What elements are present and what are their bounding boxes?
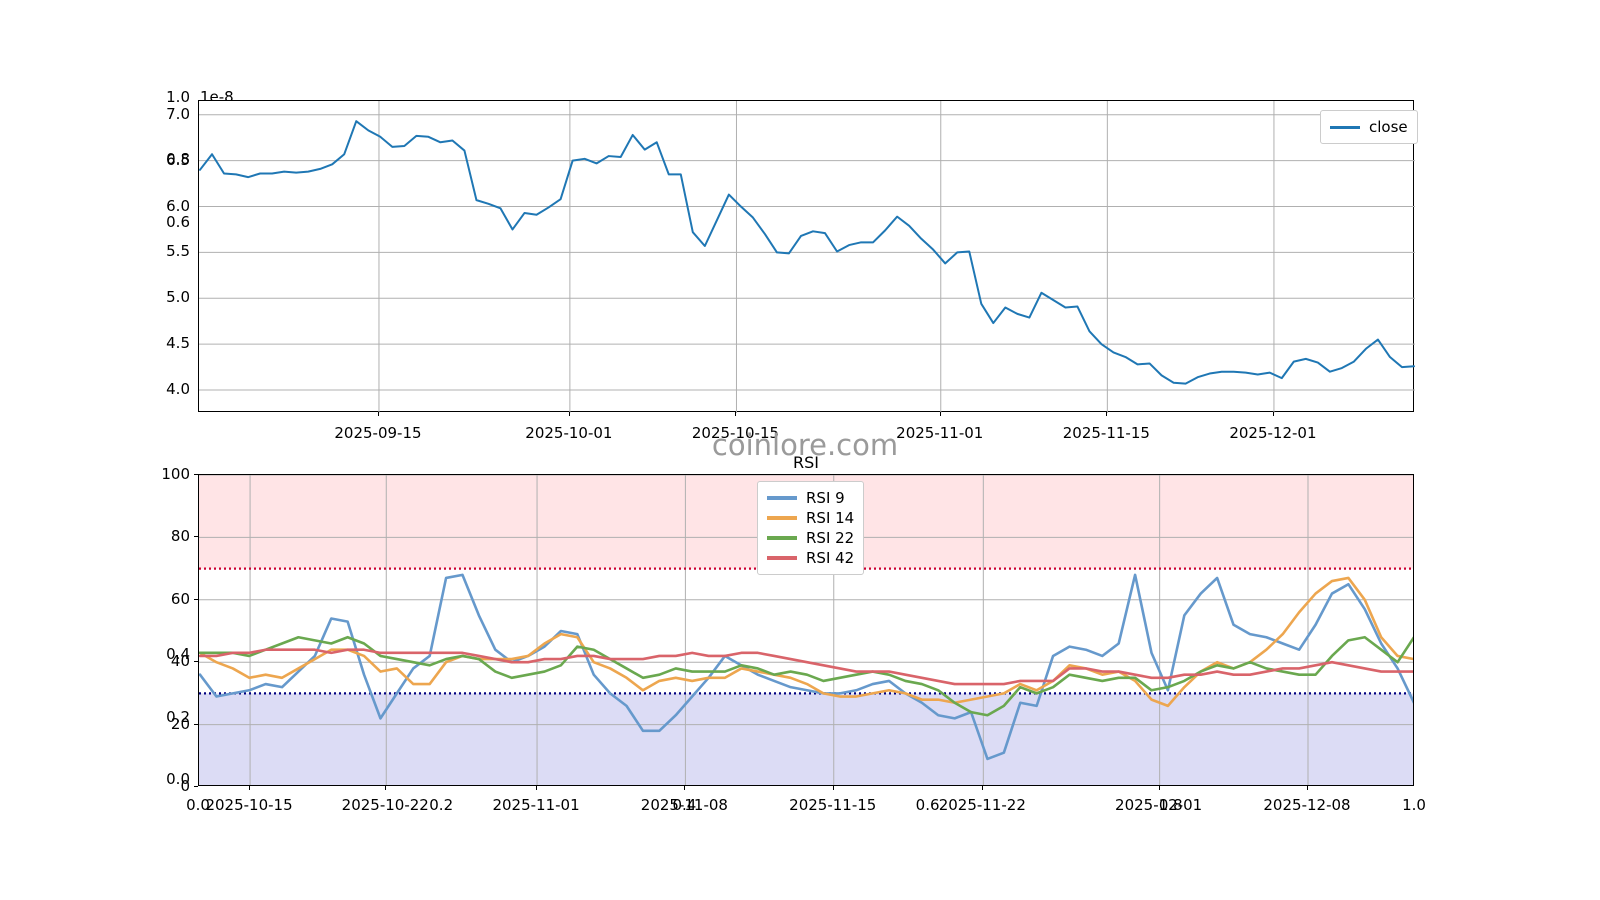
rsi-x-tick-mark (249, 786, 251, 790)
rsi-secondary-x-tick-label: 1.0 (1402, 796, 1426, 814)
price-x-tick-mark (939, 412, 941, 416)
legend-swatch-icon (1330, 125, 1360, 129)
price-secondary-y-tick-label: 0.6 (166, 212, 190, 231)
legend-item-close[interactable]: close (1330, 117, 1408, 137)
price-x-tick-mark (1106, 412, 1108, 416)
rsi-x-tick-mark (1158, 786, 1160, 790)
rsi-chart-title: RSI (793, 453, 819, 472)
rsi-secondary-y-tick-label: 0.0 (166, 770, 190, 788)
price-x-tick-mark (568, 412, 570, 416)
price-y-tick-label: 6.0 (166, 196, 190, 215)
price-secondary-y-tick-label: 0.8 (166, 150, 190, 169)
price-chart-legend[interactable]: close (1320, 110, 1418, 144)
price-x-tick-label: 2025-09-15 (334, 424, 422, 442)
legend-item-rsi-42[interactable]: RSI 42 (767, 548, 854, 568)
price-x-tick-label: 2025-11-01 (896, 424, 984, 442)
rsi-secondary-x-tick-label: 0.8 (1158, 796, 1183, 814)
rsi-x-tick-label: 2025-12-08 (1263, 796, 1351, 814)
rsi-x-tick-mark (1306, 786, 1308, 790)
rsi-x-tick-label: 2025-10-22 (341, 796, 429, 814)
rsi-x-tick-mark (684, 786, 686, 790)
rsi-y-tick-label: 40 (170, 652, 190, 671)
price-x-tick-mark (377, 412, 379, 416)
price-y-tick-label: 5.0 (166, 288, 190, 307)
rsi-x-tick-mark (385, 786, 387, 790)
rsi-y-tick-mark (194, 786, 198, 787)
price-y-tick-label: 4.0 (166, 380, 190, 399)
rsi-x-tick-label: 2025-11-15 (789, 796, 877, 814)
rsi-x-tick-label: 2025-11-01 (492, 796, 580, 814)
price-y-tick-label: 6.5 (166, 150, 190, 169)
rsi-secondary-x-tick-label: 0.4 (672, 796, 697, 814)
price-x-tick-label: 2025-10-01 (525, 424, 613, 442)
rsi-y-tick-mark (194, 474, 198, 475)
rsi-x-tick-label: 2025-11-08 (640, 796, 728, 814)
legend-item-label: RSI 42 (806, 549, 855, 567)
price-y-tick-label: 7.0 (166, 104, 190, 123)
rsi-secondary-x-tick-label: 0.2 (429, 796, 454, 814)
rsi-secondary-x-tick-label: 0.6 (915, 796, 940, 814)
rsi-y-tick-label: 0 (180, 777, 190, 795)
legend-swatch-icon (767, 556, 797, 560)
legend-item-rsi-14[interactable]: RSI 14 (767, 508, 854, 528)
rsi-y-tick-mark (194, 723, 198, 725)
legend-item-rsi-9[interactable]: RSI 9 (767, 488, 854, 508)
rsi-y-tick-mark (194, 661, 198, 663)
price-x-tick-label: 2025-11-15 (1062, 424, 1150, 442)
rsi-chart-legend[interactable]: RSI 9 RSI 14 RSI 22 RSI 42 (757, 481, 865, 575)
rsi-x-tick-label: 2025-10-15 (205, 796, 293, 814)
rsi-x-tick-mark (982, 786, 984, 790)
price-x-tick-label: 2025-12-01 (1229, 424, 1317, 442)
rsi-y-tick-mark (194, 536, 198, 538)
price-secondary-y-tick-label: 1.0 (166, 88, 190, 106)
price-y-tick-label: 5.5 (166, 242, 190, 261)
rsi-y-tick-mark (194, 598, 198, 600)
rsi-secondary-y-tick-label: 0.2 (166, 707, 190, 726)
rsi-x-tick-mark (832, 786, 834, 790)
rsi-secondary-y-tick-label: 0.4 (166, 645, 190, 664)
legend-item-label: RSI 14 (806, 509, 855, 527)
rsi-y-tick-label: 60 (170, 589, 190, 608)
price-chart-plot-area (198, 100, 1415, 413)
price-y-tick-label: 4.5 (166, 334, 190, 353)
legend-item-label: RSI 9 (806, 489, 845, 507)
price-x-tick-mark (735, 412, 737, 416)
rsi-y-tick-label: 100 (161, 465, 190, 483)
legend-swatch-icon (767, 496, 797, 500)
legend-swatch-icon (767, 536, 797, 540)
legend-item-rsi-22[interactable]: RSI 22 (767, 528, 854, 548)
legend-item-label: close (1369, 118, 1408, 136)
rsi-x-tick-mark (536, 786, 538, 790)
rsi-secondary-x-tick-label: 0.0 (186, 796, 210, 814)
rsi-x-tick-label: 2025-12-01 (1115, 796, 1203, 814)
rsi-y-tick-label: 20 (170, 714, 190, 733)
price-x-tick-label: 2025-10-15 (691, 424, 780, 442)
price-line-chart (199, 101, 1415, 413)
legend-item-label: RSI 22 (806, 529, 855, 547)
rsi-x-tick-label: 2025-11-22 (938, 796, 1026, 814)
price-x-tick-mark (1272, 412, 1274, 416)
legend-swatch-icon (767, 516, 797, 520)
rsi-y-tick-label: 80 (170, 527, 190, 546)
